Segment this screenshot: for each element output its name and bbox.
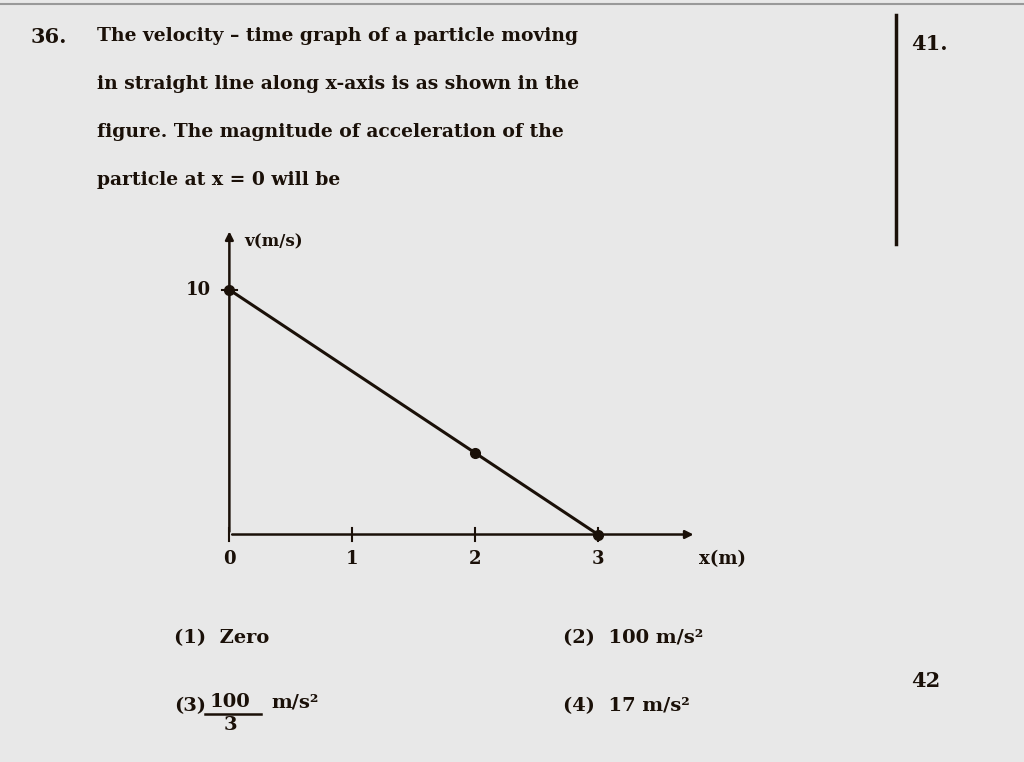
Text: 100: 100	[210, 693, 251, 712]
Text: 0: 0	[223, 550, 236, 568]
Text: 3: 3	[223, 716, 238, 735]
Text: x(m): x(m)	[698, 550, 745, 568]
Text: 42: 42	[911, 671, 941, 690]
Text: (4)  17 m/s²: (4) 17 m/s²	[563, 697, 690, 716]
Text: The velocity – time graph of a particle moving: The velocity – time graph of a particle …	[97, 27, 579, 45]
Text: 2: 2	[469, 550, 481, 568]
Text: 41.: 41.	[911, 34, 948, 54]
Text: 10: 10	[185, 280, 211, 299]
Text: 3: 3	[592, 550, 604, 568]
Text: (3): (3)	[174, 697, 206, 716]
Text: (2)  100 m/s²: (2) 100 m/s²	[563, 629, 703, 647]
Text: 36.: 36.	[31, 27, 68, 46]
Text: particle at x = 0 will be: particle at x = 0 will be	[97, 171, 341, 189]
Text: v(m/s): v(m/s)	[244, 233, 303, 251]
Text: in straight line along x-axis is as shown in the: in straight line along x-axis is as show…	[97, 75, 580, 93]
Text: figure. The magnitude of acceleration of the: figure. The magnitude of acceleration of…	[97, 123, 564, 141]
Text: 1: 1	[346, 550, 358, 568]
Text: (1)  Zero: (1) Zero	[174, 629, 269, 647]
Text: m/s²: m/s²	[271, 693, 318, 712]
